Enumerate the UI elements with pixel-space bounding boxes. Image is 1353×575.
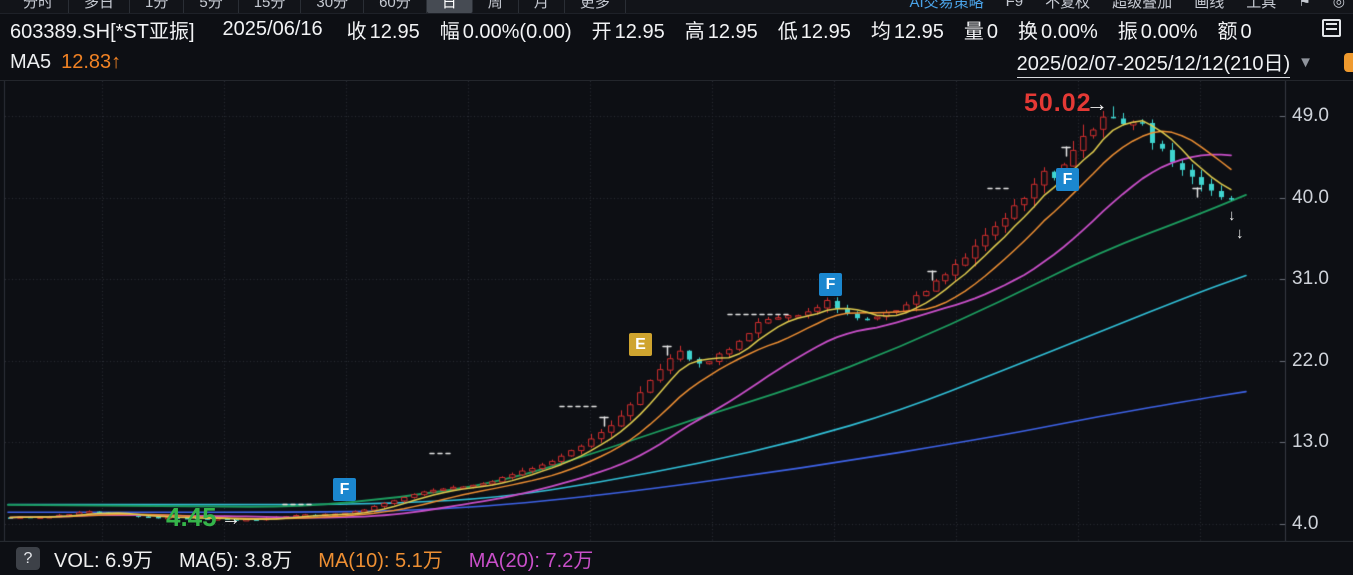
tab-15分[interactable]: 15分: [239, 0, 302, 13]
tab-5分[interactable]: 5分: [184, 0, 239, 13]
tab-周[interactable]: 周: [473, 0, 519, 13]
y-axis-label-40: 40.0: [1292, 186, 1329, 208]
quote-field-label: 低: [777, 20, 798, 43]
volume-legend-items: VOL: 6.9万 MA(5): 3.8万 MA(10): 5.1万 MA(20): …: [54, 544, 619, 573]
quote-field-均: 均 12.95: [871, 21, 944, 43]
tool-AI交易策略[interactable]: AI交易策略: [909, 0, 984, 11]
period-high-label: 50.02: [1024, 89, 1092, 117]
stock-symbol: 603389.SH[*ST亚振]: [10, 20, 195, 43]
signal-badge-f-2[interactable]: F: [819, 273, 842, 296]
quote-field-label: 收: [346, 20, 367, 43]
quote-field-value: 12.95: [707, 20, 758, 43]
sell-signal-arrow-0: ↓: [1228, 207, 1236, 224]
legend-VOL: VOL: 6.9万: [54, 550, 153, 572]
tool-F9[interactable]: F9: [1005, 0, 1024, 10]
ma5-label: MA5: [10, 50, 52, 73]
kline-chart: 50.02 → 4.45 → 49.0 40.0 31.0 22.0 13.0 4.0 F E…: [0, 80, 1353, 542]
legend-MA10: MA(10): 5.1万: [318, 550, 443, 572]
chevron-down-icon[interactable]: ▼: [1298, 53, 1313, 71]
quote-field-低: 低 12.95: [778, 21, 851, 43]
quote-field-高: 高 12.95: [685, 21, 758, 43]
quote-field-label: 高: [684, 20, 705, 43]
quote-field-value: 0.00%: [1041, 20, 1098, 43]
ma-bar: MA5 12.83↑ 2025/02/07-2025/12/12(210日) ▼: [0, 44, 1353, 80]
kline-canvas[interactable]: [0, 81, 1353, 542]
tab-1分[interactable]: 1分: [130, 0, 185, 13]
date-range-group: 2025/02/07-2025/12/12(210日) ▼: [1016, 47, 1313, 78]
quote-field-value: 12.95: [800, 20, 851, 43]
quote-field-label: 幅: [439, 20, 460, 43]
quote-field-value: 12.95: [369, 20, 420, 43]
y-axis-label-22: 22.0: [1292, 349, 1329, 371]
quote-date: 2025/06/16: [222, 17, 323, 40]
help-circle-icon[interactable]: ◎: [1332, 0, 1345, 9]
toolbar-group: AI交易策略 F9 不复权 超级叠加 画线 工具 ⚑ ◎: [909, 0, 1345, 12]
quote-field-value: 12.95: [893, 20, 944, 43]
quote-field-value: 0: [1240, 20, 1252, 43]
tool-不复权[interactable]: 不复权: [1045, 0, 1091, 11]
tab-60分[interactable]: 60分: [364, 0, 427, 13]
tab-group: 分时 多日 1分 5分 15分 30分 60分日周月更多: [8, 0, 626, 13]
y-axis-label-31: 31.0: [1292, 268, 1329, 290]
tab-月[interactable]: 月: [519, 0, 565, 13]
tool-工具[interactable]: 工具: [1246, 0, 1277, 11]
tool-超级叠加[interactable]: 超级叠加: [1112, 0, 1173, 11]
quote-field-value: 12.95: [614, 20, 665, 43]
y-axis-label-13: 13.0: [1292, 431, 1329, 453]
period-tab-bar: 分时 多日 1分 5分 15分 30分 60分日周月更多 AI交易策略 F9 不复权 超级叠加 画线…: [0, 0, 1353, 14]
tool-画线[interactable]: 画线: [1194, 0, 1225, 11]
date-range-link[interactable]: 2025/02/07-2025/12/12(210日): [1016, 47, 1291, 78]
low-arrow-icon: →: [221, 508, 241, 530]
quote-field-label: 额: [1217, 20, 1238, 43]
y-axis-label-4: 4.0: [1292, 513, 1319, 534]
quote-field-振: 振 0.00%: [1118, 21, 1198, 43]
tab-分时[interactable]: 分时: [8, 0, 70, 13]
legend-MA20: MA(20): 7.2万: [468, 550, 594, 572]
quote-bar: 603389.SH[*ST亚振] 2025/06/16 收 12.95 幅 0.00%…: [0, 14, 1353, 44]
quote-field-label: 振: [1117, 20, 1138, 43]
tab-多日[interactable]: 多日: [69, 0, 131, 13]
ma5-value: 12.83↑: [61, 50, 122, 73]
quote-field-label: 量: [963, 20, 984, 43]
quote-field-开: 开 12.95: [592, 21, 665, 43]
high-arrow-icon: →: [1086, 91, 1108, 116]
signal-badge-f-3[interactable]: F: [1056, 168, 1079, 191]
tab-30分[interactable]: 30分: [301, 0, 365, 13]
quote-field-幅: 幅 0.00%(0.00): [440, 21, 572, 43]
quote-field-value: 0.00%(0.00): [462, 20, 572, 43]
quote-field-label: 均: [870, 20, 891, 43]
signal-badge-e-1[interactable]: E: [629, 333, 652, 356]
legend-MA5: MA(5): 3.8万: [178, 550, 293, 572]
quote-field-换: 换 0.00%: [1018, 21, 1098, 43]
alert-badge-icon[interactable]: [1344, 53, 1353, 72]
quote-field-收: 收 12.95: [347, 21, 420, 43]
sell-signal-arrow-1: ↓: [1236, 225, 1244, 242]
volume-legend-bar: ? VOL: 6.9万 MA(5): 3.8万 MA(10): 5.1万 MA(20)…: [0, 541, 1353, 575]
quote-fields: 收 12.95 幅 0.00%(0.00) 开 12.95 高 12.95 低 12.95 均 12.…: [347, 15, 1272, 44]
flag-icon[interactable]: ⚑: [1298, 0, 1311, 9]
period-low-label: 4.45: [166, 502, 217, 532]
help-icon[interactable]: ?: [16, 547, 40, 570]
quote-field-label: 开: [591, 20, 612, 43]
tab-日[interactable]: 日: [426, 0, 473, 13]
quote-field-value: 0.00%: [1140, 20, 1198, 43]
kline-panel-icon[interactable]: [1322, 19, 1341, 37]
y-axis-label-49: 49.0: [1292, 105, 1329, 126]
quote-field-label: 换: [1018, 20, 1039, 43]
signal-badge-f-0[interactable]: F: [333, 478, 356, 501]
quote-field-value: 0: [986, 20, 999, 43]
tab-更多[interactable]: 更多: [565, 0, 626, 13]
